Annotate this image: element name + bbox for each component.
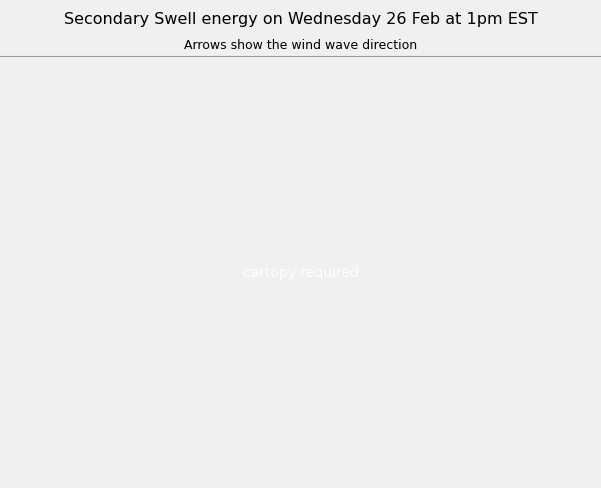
Text: Secondary Swell energy on Wednesday 26 Feb at 1pm EST: Secondary Swell energy on Wednesday 26 F…	[64, 12, 537, 26]
Text: Arrows show the wind wave direction: Arrows show the wind wave direction	[184, 39, 417, 51]
Text: cartopy required: cartopy required	[243, 266, 358, 280]
